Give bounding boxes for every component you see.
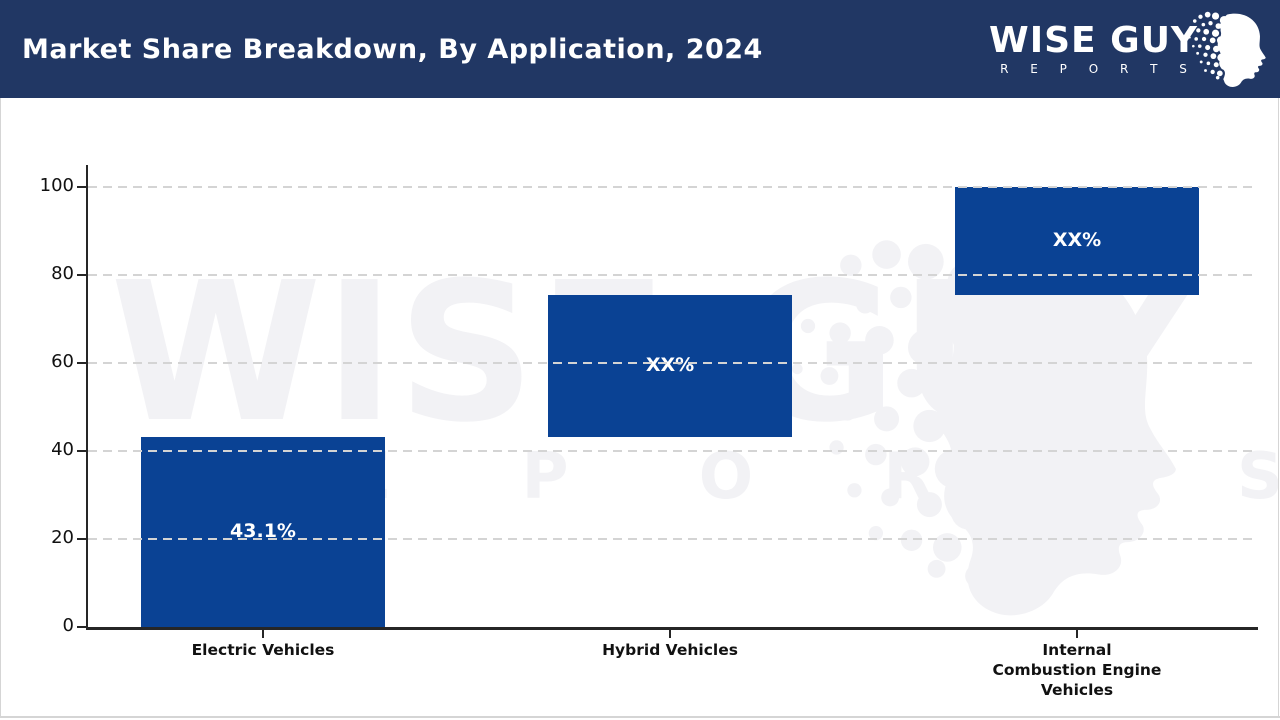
x-axis-category-label: Hybrid Vehicles <box>602 641 738 659</box>
bar-segment-1 <box>141 437 385 627</box>
x-axis-line <box>86 627 1258 630</box>
bar-segment-3 <box>955 187 1199 295</box>
y-axis-tick-label: 20 <box>51 527 74 548</box>
logo-brand-name: WISE GUY <box>988 19 1198 61</box>
y-axis-tick <box>77 274 86 276</box>
watermark-face-logo <box>791 240 1176 616</box>
bar-value-label: XX% <box>1052 228 1102 251</box>
logo-reports-label: R E P O R T S <box>1000 61 1196 76</box>
y-axis-tick-label: 100 <box>39 175 74 196</box>
gridline-100 <box>88 186 1258 188</box>
x-axis-category-label: Electric Vehicles <box>191 641 335 659</box>
y-axis-tick <box>77 450 86 452</box>
bar-segment-2 <box>548 294 792 438</box>
bar-value-label: XX% <box>645 354 695 377</box>
gridline-20 <box>88 538 1258 540</box>
chart-title: Market Share Breakdown, By Application, … <box>22 33 763 65</box>
y-axis-tick-label: 80 <box>51 263 74 284</box>
logo-face-icon <box>1188 11 1266 87</box>
y-axis-tick <box>77 626 86 628</box>
y-axis-tick <box>77 538 86 540</box>
header-bar: Market Share Breakdown, By Application, … <box>0 0 1280 98</box>
gridline-40 <box>88 450 1258 452</box>
page-border-right <box>1278 98 1279 718</box>
y-axis-tick <box>77 186 86 188</box>
gridline-60 <box>88 362 1258 364</box>
gridline-80 <box>88 274 1258 276</box>
y-axis-tick <box>77 362 86 364</box>
page-border-bottom <box>0 716 1280 718</box>
page-border-left <box>0 98 1 718</box>
x-axis-tick <box>1076 630 1078 638</box>
bar-value-label: 43.1% <box>230 520 296 543</box>
x-axis-tick <box>669 630 671 638</box>
y-axis-tick-label: 40 <box>51 439 74 460</box>
x-axis-tick <box>262 630 264 638</box>
x-axis-category-label: Internal Combustion Engine Vehicles <box>992 641 1162 699</box>
wise-guy-reports-logo: WISE GUY R E P O R T S <box>989 8 1280 90</box>
y-axis-tick-label: 0 <box>62 615 74 636</box>
y-axis-tick-label: 60 <box>51 351 74 372</box>
y-axis-line <box>86 165 88 630</box>
logo-text: WISE GUY R E P O R T S <box>988 19 1198 76</box>
